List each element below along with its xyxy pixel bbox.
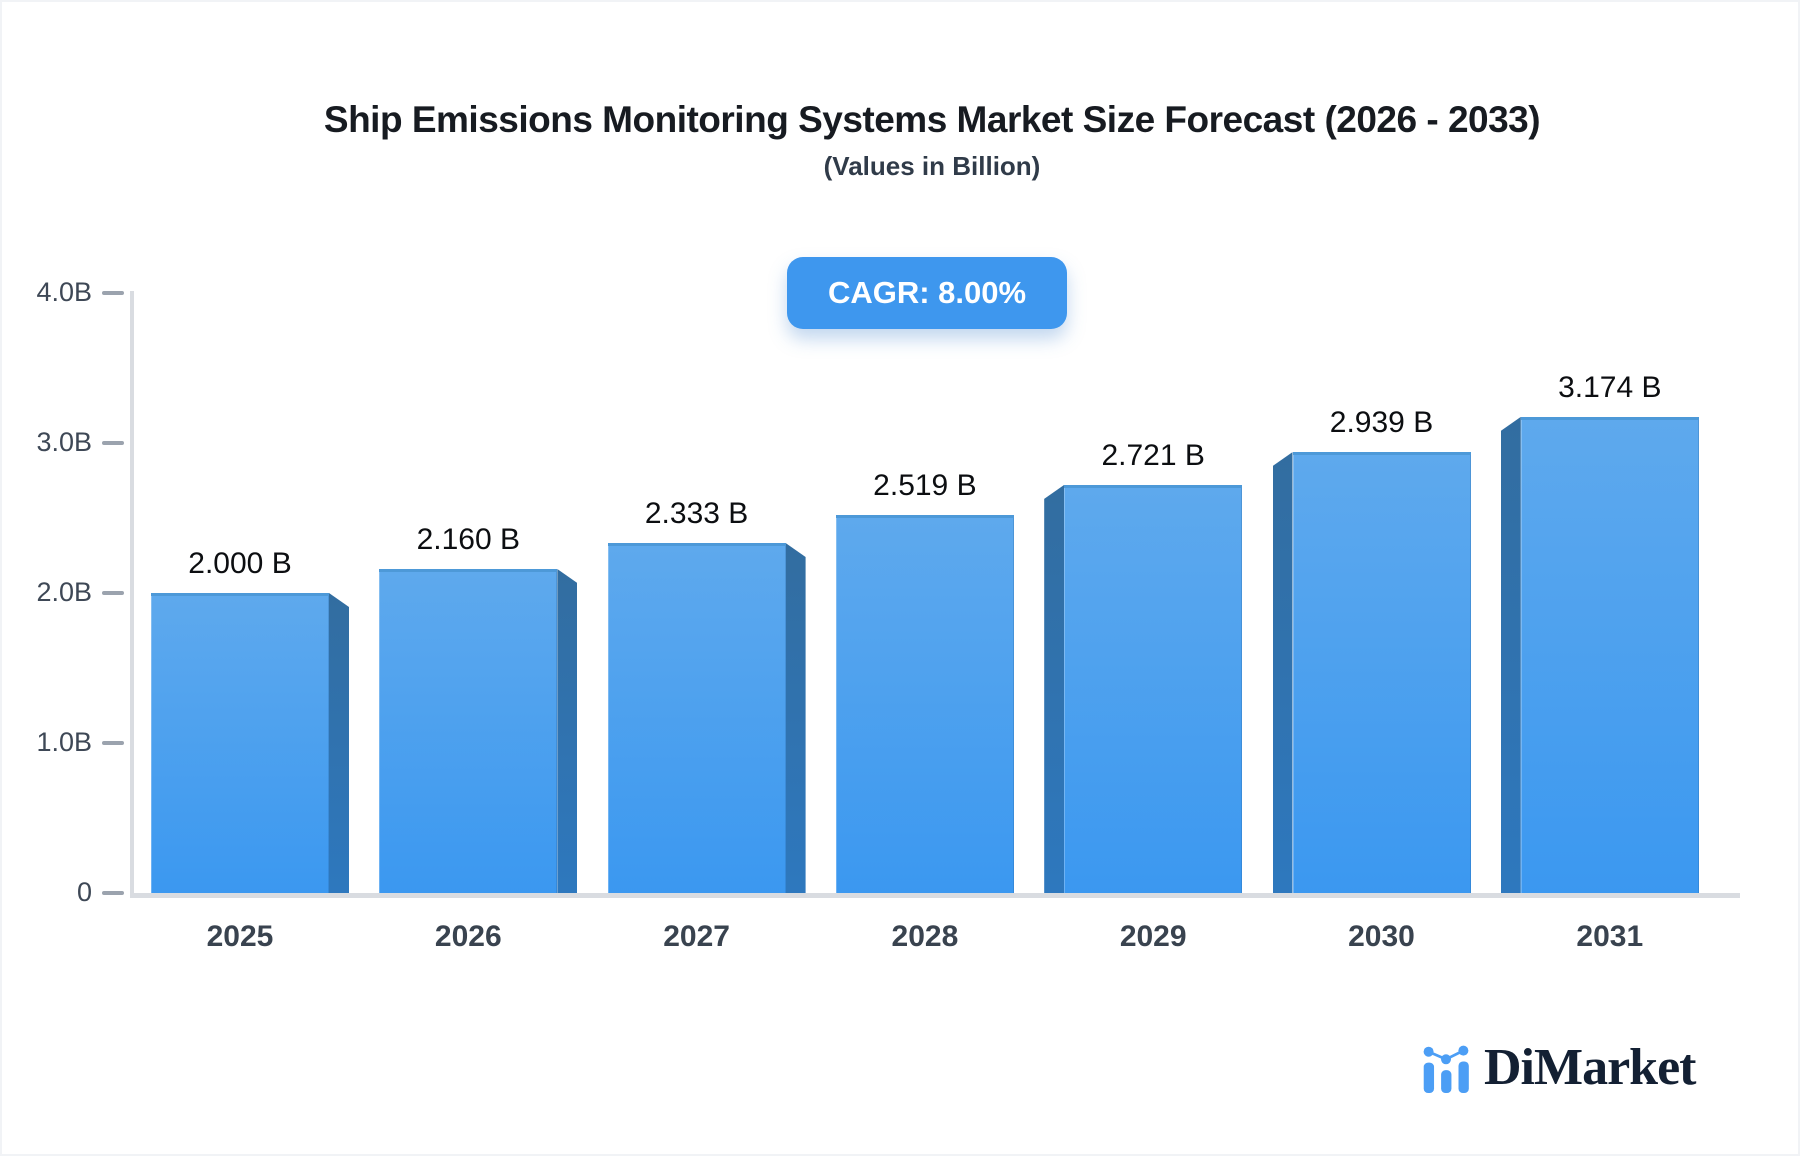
bar-value-label: 2.333 B (644, 497, 749, 531)
y-tick-dash (102, 441, 124, 445)
bar-side-3d (1272, 452, 1293, 893)
chart-subtitle: (Values in Billion) (823, 151, 1041, 181)
x-tick-label: 2031 (1576, 920, 1644, 953)
x-tick-label: 2029 (1119, 920, 1187, 953)
bar-side-3d (1500, 416, 1521, 893)
dimarket-logo-icon (1423, 1045, 1469, 1093)
bar-side-3d (785, 543, 806, 893)
y-tick-label: 0 (76, 877, 92, 907)
bar-value-label: 3.174 B (1558, 370, 1662, 404)
bar-2026 (379, 569, 558, 893)
bar-2030 (1292, 452, 1471, 893)
bar-side-3d (1044, 484, 1065, 893)
y-tick-dash (102, 741, 124, 745)
chart-title: Ship Emissions Monitoring Systems Market… (323, 99, 1541, 140)
y-tick-label: 1.0B (36, 727, 92, 757)
y-tick-label: 4.0B (36, 277, 92, 307)
cagr-badge: CAGR: 8.00% (787, 257, 1067, 329)
bar-side-3d (329, 593, 349, 893)
y-tick-dash (102, 891, 124, 895)
y-axis-line (130, 291, 134, 895)
bar-value-label: 2.721 B (1101, 438, 1205, 472)
x-tick-label: 2026 (434, 920, 502, 953)
bar-side-3d (557, 569, 578, 893)
bar-2025 (151, 593, 329, 893)
bar-2028 (835, 515, 1014, 893)
brand-logo: DiMarket (1422, 1039, 1696, 1096)
y-tick-dash (102, 291, 124, 295)
y-tick-dash (102, 591, 124, 595)
x-tick-label: 2025 (206, 920, 274, 953)
x-axis-line (130, 893, 1740, 898)
bar-value-label: 2.519 B (873, 469, 977, 503)
y-tick-label: 3.0B (36, 427, 92, 457)
bar-value-label: 2.000 B (188, 547, 292, 580)
bar-value-label: 2.939 B (1329, 406, 1434, 440)
x-tick-label: 2030 (1348, 920, 1415, 953)
bar-2027 (607, 543, 786, 893)
x-tick-label: 2028 (891, 920, 959, 953)
y-tick-label: 2.0B (36, 577, 92, 607)
x-tick-label: 2027 (663, 920, 730, 953)
bar-value-label: 2.160 B (416, 523, 520, 556)
brand-name: DiMarket (1484, 1039, 1696, 1096)
bar-2029 (1064, 484, 1243, 893)
bar-2031 (1520, 416, 1699, 893)
